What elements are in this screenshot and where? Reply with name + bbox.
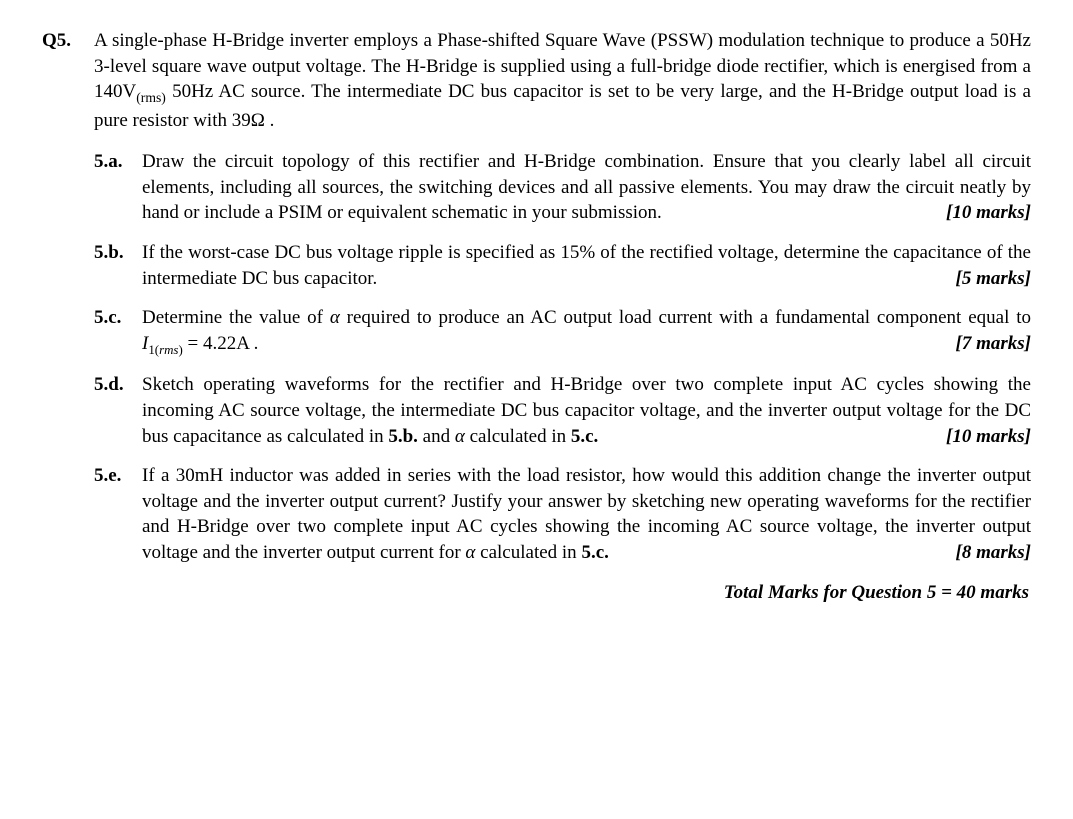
question-container: Q5. A single-phase H-Bridge inverter emp… (42, 28, 1031, 605)
subpart-e-marks: [8 marks] (956, 540, 1031, 566)
question-body: A single-phase H-Bridge inverter employs… (94, 28, 1031, 605)
subpart-b: 5.b. If the worst-case DC bus voltage ri… (94, 240, 1031, 291)
subpart-c: 5.c. Determine the value of α required t… (94, 305, 1031, 358)
subpart-e-label: 5.e. (94, 463, 142, 489)
subpart-e: 5.e. If a 30mH inductor was added in ser… (94, 463, 1031, 566)
subpart-c-label: 5.c. (94, 305, 142, 331)
subpart-e-text: If a 30mH inductor was added in series w… (142, 465, 1031, 563)
subpart-d-body: Sketch operating waveforms for the recti… (142, 372, 1031, 449)
subpart-d: 5.d. Sketch operating waveforms for the … (94, 372, 1031, 449)
subpart-a-text: Draw the circuit topology of this rectif… (142, 151, 1031, 223)
subpart-d-marks: [10 marks] (946, 424, 1031, 450)
subpart-c-body: Determine the value of α required to pro… (142, 305, 1031, 358)
subpart-a-marks: [10 marks] (946, 200, 1031, 226)
subpart-c-text: Determine the value of α required to pro… (142, 307, 1031, 354)
subpart-c-marks: [7 marks] (956, 331, 1031, 357)
subpart-b-text: If the worst-case DC bus voltage ripple … (142, 242, 1031, 289)
question-intro: A single-phase H-Bridge inverter employs… (94, 28, 1031, 133)
question-number: Q5. (42, 28, 94, 54)
subpart-b-label: 5.b. (94, 240, 142, 266)
subpart-e-body: If a 30mH inductor was added in series w… (142, 463, 1031, 566)
total-marks: Total Marks for Question 5 = 40 marks (94, 580, 1031, 606)
subpart-b-marks: [5 marks] (956, 266, 1031, 292)
subpart-a-body: Draw the circuit topology of this rectif… (142, 149, 1031, 226)
subpart-a-label: 5.a. (94, 149, 142, 175)
subpart-d-label: 5.d. (94, 372, 142, 398)
subpart-d-text: Sketch operating waveforms for the recti… (142, 374, 1031, 446)
subpart-a: 5.a. Draw the circuit topology of this r… (94, 149, 1031, 226)
subpart-b-body: If the worst-case DC bus voltage ripple … (142, 240, 1031, 291)
